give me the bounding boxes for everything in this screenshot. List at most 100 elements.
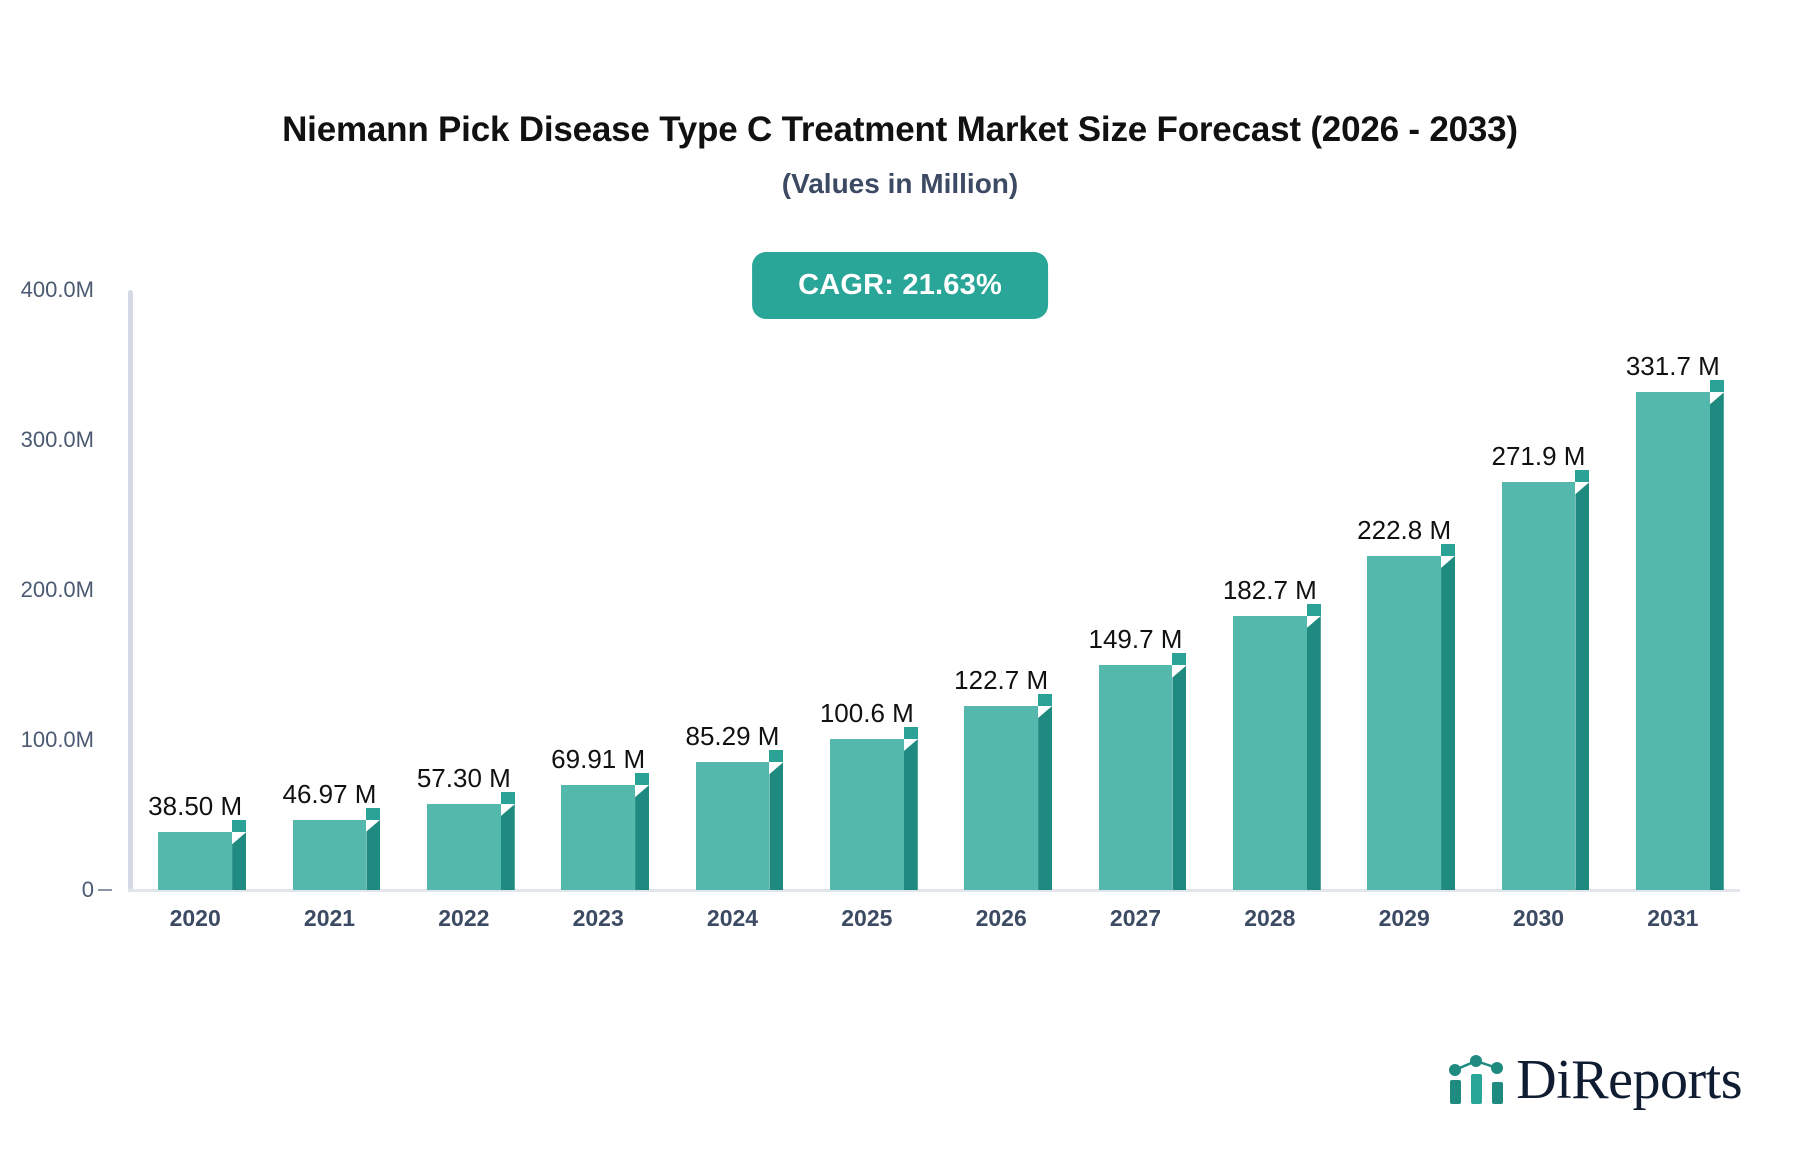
bar-front-face: [1635, 392, 1710, 890]
x-axis-tick-label: 2030: [1512, 905, 1565, 931]
bar[interactable]: 46.97 M: [283, 779, 381, 890]
bar-front-face: [561, 785, 636, 890]
bar-value-label: 100.6 M: [819, 698, 914, 729]
x-axis-tick-label: 2021: [303, 905, 356, 931]
bar-body: [1501, 470, 1590, 890]
bar[interactable]: 100.6 M: [820, 698, 918, 890]
bar-side-face: [1441, 555, 1456, 890]
bar[interactable]: 331.7 M: [1626, 351, 1724, 890]
x-axis-tick-label: 2028: [1244, 905, 1296, 931]
bar-side-face: [903, 739, 918, 890]
bar[interactable]: 182.7 M: [1223, 575, 1321, 890]
bar-series: 38.50 M 46.97 M 57.30 M 69.91 M 85.29 M 100.6…: [128, 290, 1740, 890]
bar-top-face: [232, 820, 247, 833]
bar-body: [561, 773, 650, 890]
bar-front-face: [829, 739, 904, 890]
bar-value-label: 46.97 M: [282, 778, 377, 809]
bar[interactable]: 85.29 M: [686, 721, 784, 890]
x-axis-tick-label: 2025: [841, 905, 893, 931]
bar-side-face: [1306, 615, 1321, 890]
bar-value-label: 57.30 M: [416, 763, 511, 794]
bar-top-face: [1575, 470, 1590, 483]
x-axis-tick-label: 2031: [1647, 905, 1699, 931]
chart-subtitle: (Values in Million): [781, 168, 1019, 199]
bar-body: [829, 727, 918, 890]
x-axis-tick-label: 2022: [438, 905, 490, 931]
x-axis-tick-label: 2020: [169, 905, 221, 931]
y-axis-tick-label: 400.0M: [20, 277, 94, 302]
bar-value-label: 85.29 M: [685, 721, 780, 752]
x-axis-tick-label: 2024: [706, 905, 759, 931]
bar-body: [695, 750, 784, 890]
x-axis-tick-label: 2027: [1109, 905, 1162, 931]
bar-value-label: 38.50 M: [148, 791, 243, 822]
y-axis-tick-label: 0: [81, 877, 94, 902]
bar-value-label: 222.8 M: [1357, 514, 1452, 545]
bar-body: [426, 792, 515, 890]
bar-value-label: 149.7 M: [1088, 624, 1183, 655]
bar-top-face: [500, 792, 515, 805]
bar-top-face: [1306, 603, 1321, 616]
y-axis-labels: 0 100.0M 200.0M 300.0M 400.0M: [0, 277, 112, 902]
bar-front-face: [1232, 615, 1307, 890]
bar[interactable]: 57.30 M: [417, 763, 515, 890]
bar-body: [1635, 380, 1724, 890]
bar-front-face: [964, 705, 1039, 890]
bar-top-face: [1038, 693, 1053, 706]
bar-side-face: [500, 804, 515, 890]
bar-body: [1232, 603, 1321, 890]
bar-side-face: [769, 762, 784, 890]
bar-top-face: [1172, 653, 1187, 666]
bar-front-face: [1501, 482, 1576, 890]
bar-top-face: [903, 727, 918, 740]
bar-front-face: [1367, 555, 1442, 890]
y-axis-tick-label: 300.0M: [20, 427, 94, 452]
bar-value-label: 182.7 M: [1222, 574, 1317, 605]
cagr-badge: CAGR: 21.63%: [752, 252, 1048, 319]
bar-side-face: [366, 819, 381, 890]
bar-top-face: [366, 807, 381, 820]
y-axis-tick-mark: [98, 889, 112, 891]
bar-body: [158, 820, 247, 890]
bar[interactable]: 122.7 M: [954, 665, 1053, 890]
bar-value-label: 122.7 M: [954, 664, 1049, 695]
x-axis-line: [128, 889, 1740, 892]
plot-area: 38.50 M 46.97 M 57.30 M 69.91 M 85.29 M 100.6…: [128, 290, 1740, 892]
bar[interactable]: 69.91 M: [551, 744, 650, 890]
bar-front-face: [1098, 665, 1173, 890]
x-axis-tick-label: 2029: [1378, 905, 1430, 931]
bar[interactable]: 222.8 M: [1357, 515, 1456, 890]
bar-top-face: [769, 750, 784, 763]
bar-value-label: 331.7 M: [1625, 351, 1720, 382]
bar-front-face: [695, 762, 770, 890]
bar[interactable]: 149.7 M: [1089, 624, 1187, 890]
bar-front-face: [292, 819, 367, 890]
x-axis-tick-label: 2023: [572, 905, 624, 931]
chart-title: Niemann Pick Disease Type C Treatment Ma…: [282, 110, 1518, 149]
bar-chart-logo-icon: [1449, 1055, 1504, 1104]
bar-top-face: [1709, 380, 1724, 393]
x-axis-labels: 2020 2021 2022 2023 2024 2025 2026 2027 2028 2029…: [128, 905, 1740, 945]
logo-text: DiReports: [1516, 1049, 1742, 1111]
bar-value-label: 271.9 M: [1491, 441, 1586, 472]
bar-body: [964, 693, 1053, 890]
y-axis-line: [128, 290, 133, 890]
bar-body: [292, 807, 381, 890]
bar-body: [1367, 543, 1456, 890]
bar-body: [1098, 653, 1187, 890]
bar-side-face: [635, 785, 650, 890]
bar-front-face: [426, 804, 501, 890]
bar[interactable]: 271.9 M: [1492, 441, 1590, 890]
y-axis-tick-label: 100.0M: [20, 727, 94, 752]
bar[interactable]: 38.50 M: [148, 791, 247, 890]
bar-side-face: [1172, 665, 1187, 890]
bar-side-face: [1709, 392, 1724, 890]
y-axis-tick-label: 200.0M: [20, 577, 94, 602]
bar-top-face: [1441, 543, 1456, 556]
bar-top-face: [635, 773, 650, 786]
bar-front-face: [158, 832, 233, 890]
bar-side-face: [232, 832, 247, 890]
x-axis-tick-label: 2026: [975, 905, 1027, 931]
bar-value-label: 69.91 M: [551, 744, 646, 775]
